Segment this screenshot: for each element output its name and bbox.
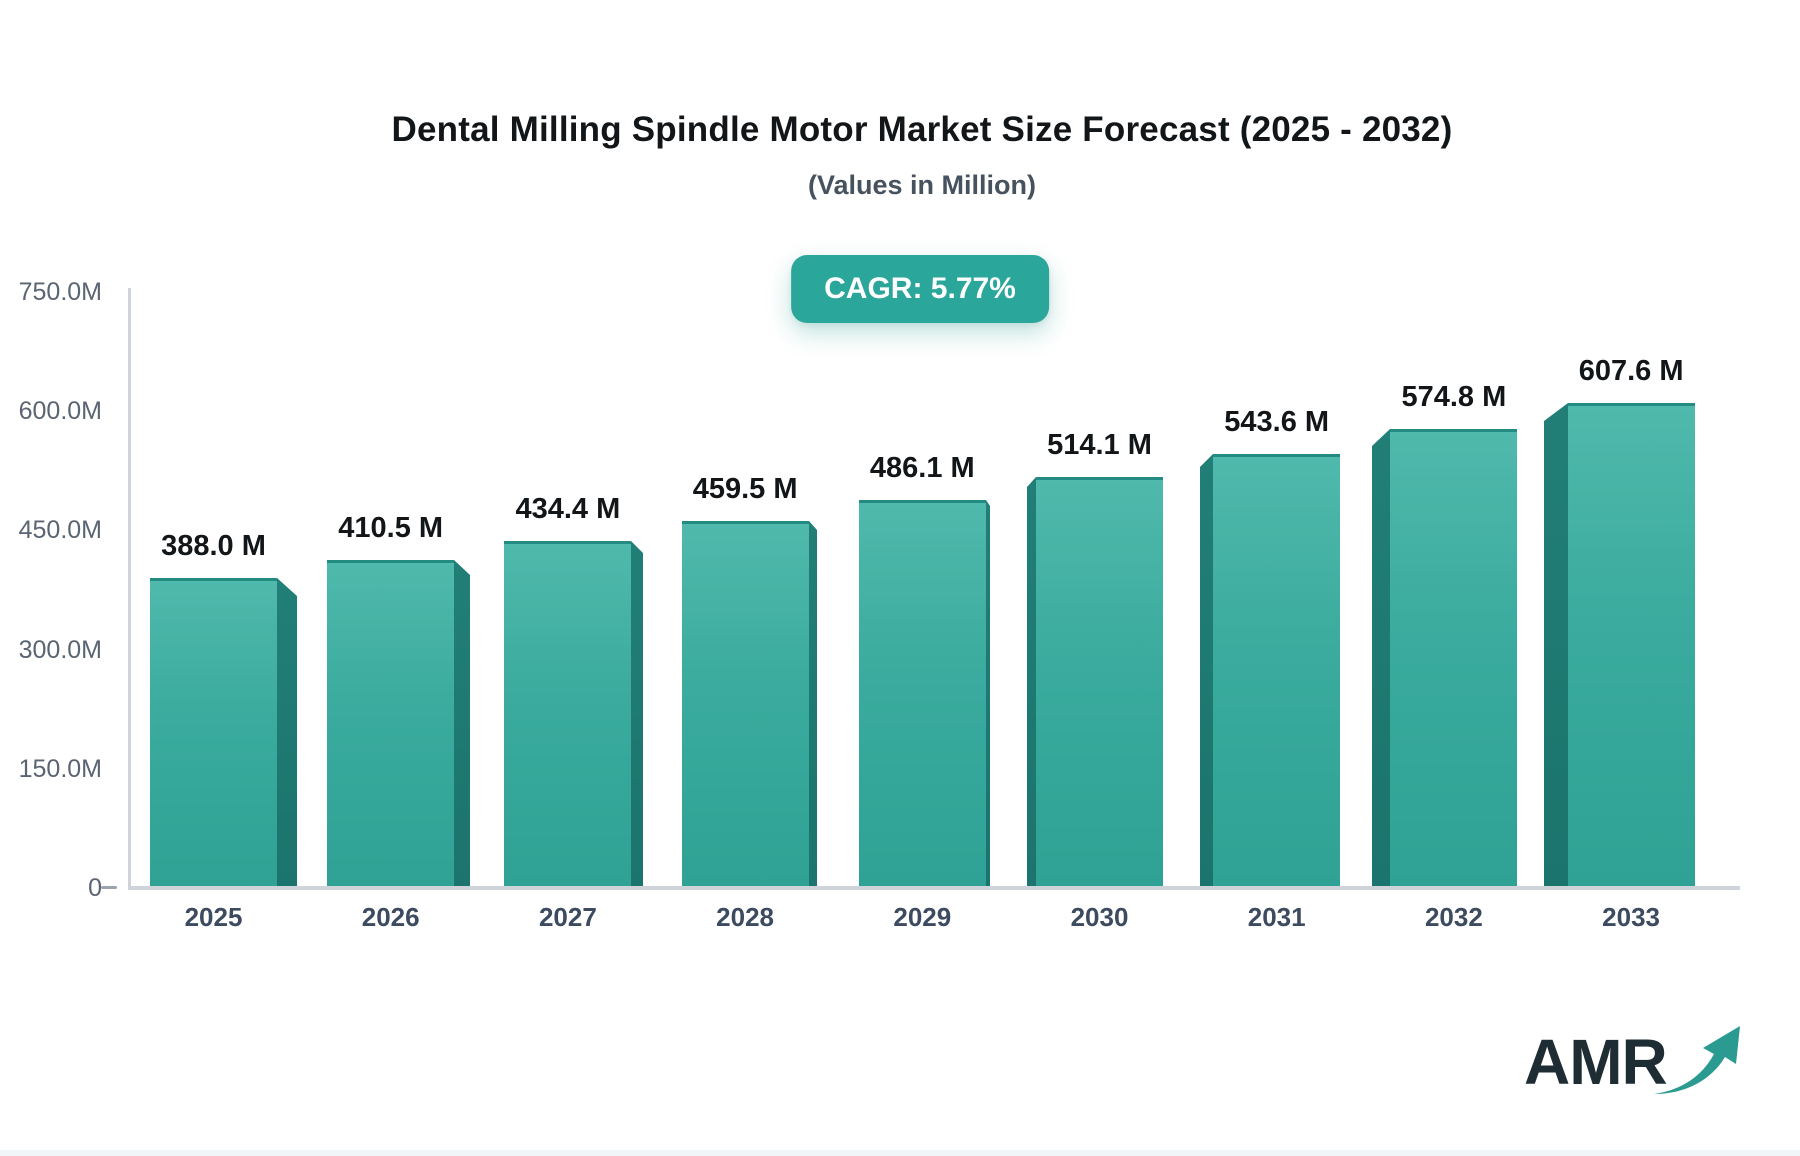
bar-value-label: 434.4 M [515,493,621,525]
y-tick-label: 0 [88,874,102,902]
y-tick-label: 300.0M [18,635,102,664]
bar-2032[interactable] [1390,429,1517,886]
chart-subtitle: (Values in Million) [807,170,1037,200]
amr-logo: AMR [1524,1022,1740,1122]
bar-2033[interactable] [1568,403,1695,886]
y-tick-label: 750.0M [18,278,102,306]
x-axis-line [128,886,1740,890]
bar-value-label: 410.5 M [338,512,444,544]
bar-3d-side-2029 [986,500,990,886]
chart-title: Dental Milling Spindle Motor Market Size… [391,110,1453,149]
x-tick-label: 2029 [893,902,952,932]
bar-3d-side-2026 [454,560,470,886]
amr-logo-text: AMR [1524,1026,1668,1098]
bar-3d-side-2028 [809,521,817,886]
bar-2029[interactable] [859,500,986,886]
bar-value-label: 543.6 M [1224,406,1330,438]
bar-2030[interactable] [1036,477,1163,886]
zero-tick-mark [101,886,117,889]
bar-2025[interactable] [150,578,277,886]
x-tick-label: 2030 [1070,902,1129,932]
bar-3d-side-2031 [1200,454,1213,886]
bar-2026[interactable] [327,560,454,886]
bar-3d-side-2025 [277,578,297,886]
x-tick-label: 2033 [1602,902,1661,932]
x-tick-label: 2031 [1247,902,1306,932]
y-tick-label: 450.0M [18,516,102,545]
y-tick-label: 600.0M [18,397,102,426]
growth-arrow-icon [1654,1026,1740,1094]
bar-2028[interactable] [682,521,809,886]
y-axis-line [128,288,131,890]
bar-value-label: 574.8 M [1401,381,1507,413]
x-tick-label: 2027 [538,902,597,932]
bar-value-label: 607.6 M [1578,355,1684,387]
x-tick-label: 2032 [1424,902,1483,932]
cagr-badge: CAGR: 5.77% [791,255,1049,323]
page-bottom-edge [0,1150,1800,1156]
x-tick-label: 2028 [716,902,775,932]
bar-3d-side-2033 [1544,403,1568,886]
bar-3d-side-2030 [1027,477,1036,886]
y-tick-label: 150.0M [18,754,102,783]
bar-value-label: 514.1 M [1047,429,1152,461]
x-tick-label: 2025 [184,902,243,932]
x-tick-label: 2026 [361,902,420,932]
bar-2031[interactable] [1213,454,1340,886]
bar-value-label: 388.0 M [161,530,266,562]
bar-3d-side-2032 [1372,429,1390,886]
bar-3d-side-2027 [631,541,643,886]
bar-value-label: 486.1 M [869,452,975,484]
bar-2027[interactable] [504,541,631,886]
bar-value-label: 459.5 M [692,473,798,505]
